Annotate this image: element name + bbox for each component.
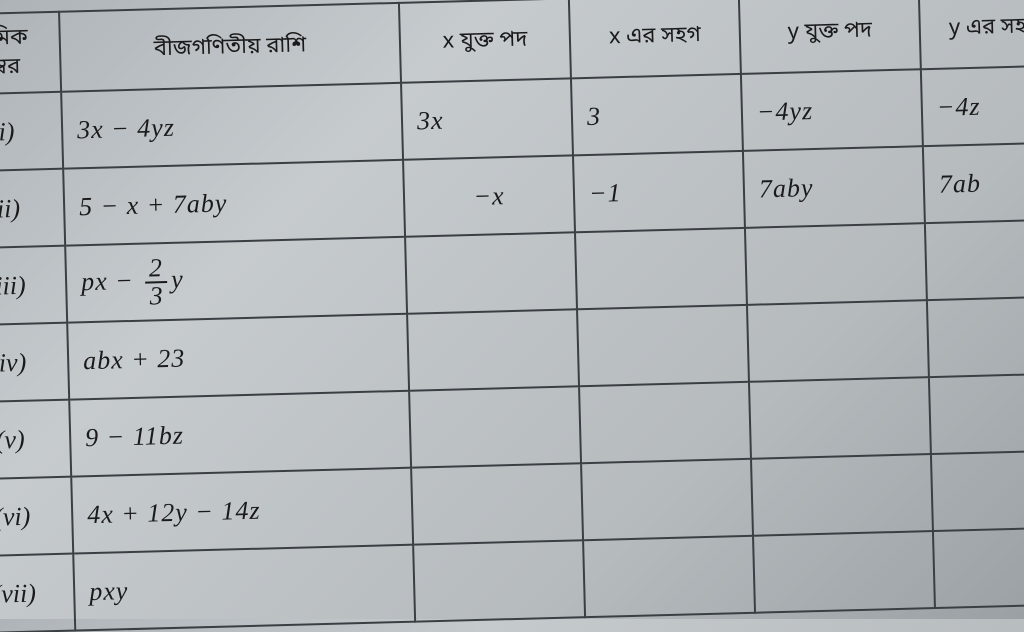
sl-cell: (v) [0,400,71,480]
xterm-cell [411,463,583,544]
xterm-cell: 3x [401,78,573,159]
ycoef-cell: 7ab [923,142,1024,223]
col-expr: বীজগণিতীয় রাশি [59,3,401,92]
ycoef-cell [929,373,1024,454]
table-body: (i) 3x − 4yz 3x 3 −4yz −4z (ii) 5 − x + … [0,65,1024,632]
xterm-cell: −x [403,155,575,236]
expr-cell: 9 − 11bz [69,391,411,477]
expr-post: y [171,264,184,293]
xterm-cell [405,232,577,313]
yterm-cell [749,377,931,459]
sl-cell: (iii) [0,246,67,326]
xterm-cell [409,386,581,467]
sl-cell: (vii) [0,554,75,632]
xcoef-cell: 3 [571,74,743,155]
fraction: 23 [145,255,168,310]
xterm-cell [413,540,585,621]
col-sl: ক্রমিক নম্বর [0,12,61,95]
expr-cell: pxy [73,545,415,631]
expr-pre: px − [81,265,142,296]
expr-cell: 4x + 12y − 14z [71,468,413,554]
algebra-table: ক্রমিক নম্বর বীজগণিতীয় রাশি x যুক্ত পদ … [0,0,1024,632]
frac-den: 3 [145,283,168,310]
yterm-cell [747,300,929,382]
yterm-cell: 7aby [743,146,925,228]
xcoef-cell: −1 [573,151,745,232]
col-yterm: y যুক্ত পদ [739,0,921,74]
xterm-cell [407,309,579,390]
sl-cell: (ii) [0,169,65,249]
sl-cell: (i) [0,92,63,172]
expr-cell: px − 23y [65,237,407,323]
sl-cell: (vi) [0,477,73,557]
ycoef-cell [931,450,1024,531]
ycoef-cell [933,527,1024,608]
worksheet-page: ক্রমিক নম্বর বীজগণিতীয় রাশি x যুক্ত পদ … [0,0,1024,632]
yterm-cell [751,454,933,536]
frac-num: 2 [145,255,168,284]
xcoef-cell [575,228,747,309]
yterm-cell [745,223,927,305]
xcoef-cell [583,536,755,617]
expr-cell: abx + 23 [67,314,409,400]
col-xcoef: x এর সহগ [569,0,741,78]
yterm-cell [753,531,935,613]
expr-cell: 5 − x + 7aby [63,160,405,246]
expr-cell: 3x − 4yz [61,83,403,169]
yterm-cell: −4yz [741,69,923,151]
sl-cell: (iv) [0,323,69,403]
xcoef-cell [577,305,749,386]
col-ycoef: y এর সহগ [919,0,1024,69]
ycoef-cell: −4z [921,65,1024,146]
ycoef-cell [925,219,1024,300]
xcoef-cell [581,459,753,540]
ycoef-cell [927,296,1024,377]
col-xterm: x যুক্ত পদ [399,0,571,83]
xcoef-cell [579,382,751,463]
